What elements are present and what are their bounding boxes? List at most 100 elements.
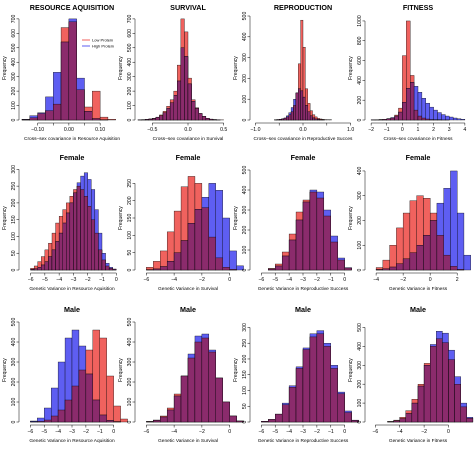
bar-overlap	[298, 88, 301, 121]
x-tick-label: 4	[463, 127, 466, 133]
bar-overlap	[187, 357, 196, 423]
bar-overlap	[98, 249, 103, 271]
y-tick-label: 0	[127, 118, 133, 121]
y-tick-label: 0	[357, 118, 363, 121]
bar-overlap	[41, 264, 46, 271]
y-tick-label: 500	[11, 318, 17, 327]
y-tick-label: 400	[11, 58, 17, 67]
panel-title: Male	[180, 305, 196, 314]
bar-high-protein	[425, 102, 430, 121]
bar-overlap	[166, 261, 175, 271]
x-tick-label: −5	[42, 277, 48, 283]
bar-overlap	[399, 418, 406, 423]
bar-overlap	[288, 114, 292, 121]
bar-overlap	[184, 56, 189, 121]
y-tick-label: 300	[11, 165, 17, 174]
x-tick-label: −6	[143, 429, 149, 435]
bar-overlap	[460, 406, 467, 423]
bar-low-protein	[107, 119, 116, 121]
y-tick-label: 100	[127, 231, 133, 240]
bar-high-protein	[222, 217, 230, 271]
bar-overlap	[208, 351, 216, 423]
y-axis-label: Frequency	[348, 56, 354, 80]
bar-overlap	[330, 368, 338, 423]
x-tick-label: −2	[314, 277, 320, 283]
bar-overlap	[300, 90, 304, 121]
y-tick-label: 100	[357, 241, 363, 250]
histogram-panel-8: Female −4 −2 0 2 Genetic Variance in Fitness 0…	[348, 153, 471, 292]
legend-label-high: High Protein	[92, 43, 114, 48]
y-tick-label: 200	[357, 380, 363, 389]
bar-overlap	[389, 266, 397, 271]
bar-overlap	[430, 346, 437, 423]
x-tick-label: −2	[199, 429, 205, 435]
bar-overlap	[344, 412, 352, 423]
x-tick-label: 1.0	[347, 127, 354, 133]
bar-overlap	[466, 418, 474, 423]
y-tick-label: 200	[127, 196, 133, 205]
bar-overlap	[275, 265, 283, 271]
bar-overlap	[448, 359, 455, 423]
bar-overlap	[295, 219, 304, 271]
bar-overlap	[180, 375, 189, 423]
bar-overlap	[394, 115, 399, 121]
x-axis-label: Genetic Variance in Survival	[158, 286, 218, 292]
bar-overlap	[173, 252, 182, 271]
bar-overlap	[162, 112, 167, 121]
x-tick-label: −2	[199, 277, 205, 283]
y-axis-label: Frequency	[233, 206, 239, 230]
panel-title: Female	[406, 153, 431, 162]
x-tick-label: −1.0	[250, 127, 260, 133]
bar-overlap	[37, 113, 46, 121]
bar-overlap	[382, 119, 387, 121]
y-tick-label: 200	[127, 378, 133, 387]
bar-overlap	[390, 117, 395, 121]
bar-overlap	[55, 241, 60, 271]
bar-overlap	[409, 252, 417, 271]
y-tick-label: 200	[242, 226, 248, 235]
bar-high-protein	[429, 106, 434, 121]
bar-overlap	[288, 387, 297, 423]
y-tick-label: 50	[127, 250, 133, 256]
bar-overlap	[443, 254, 451, 271]
bar-overlap	[386, 118, 391, 121]
bar-overlap	[85, 373, 94, 423]
x-tick-label: −1	[99, 277, 105, 283]
bar-high-protein	[457, 212, 465, 271]
y-tick-label: 300	[242, 323, 248, 332]
x-tick-label: −3	[300, 429, 306, 435]
bar-overlap	[187, 83, 192, 121]
bar-overlap	[309, 115, 313, 121]
bar-overlap	[160, 416, 168, 423]
bar-high-protein	[437, 112, 442, 121]
bar-overlap	[152, 118, 157, 121]
x-tick-label: −2	[368, 127, 374, 133]
bar-overlap	[205, 118, 210, 121]
y-tick-label: 500	[11, 43, 17, 52]
y-tick-label: 300	[357, 361, 363, 370]
y-tick-label: 100	[11, 232, 17, 241]
bar-high-protein	[433, 109, 438, 121]
bar-high-protein	[450, 170, 458, 271]
y-tick-label: 300	[11, 358, 17, 367]
y-tick-label: 200	[11, 378, 17, 387]
bar-high-protein	[452, 117, 458, 121]
y-tick-label: 800	[357, 36, 363, 45]
y-tick-label: 300	[11, 72, 17, 81]
y-tick-label: 300	[127, 358, 133, 367]
y-tick-label: 500	[127, 43, 133, 52]
x-tick-label: −5	[272, 429, 278, 435]
bar-overlap	[429, 220, 438, 271]
x-tick-label: −4	[56, 277, 62, 283]
x-tick-label: 0	[228, 429, 231, 435]
bar-overlap	[106, 420, 114, 423]
bar-overlap	[180, 240, 189, 271]
x-tick-label: −6	[27, 429, 33, 435]
bar-high-protein	[445, 115, 450, 121]
bar-overlap	[402, 258, 411, 271]
bar-overlap	[309, 191, 318, 271]
bar-overlap	[180, 47, 185, 121]
bar-overlap	[281, 255, 290, 271]
y-tick-label: 0	[11, 420, 17, 423]
bar-low-protein	[153, 261, 161, 271]
